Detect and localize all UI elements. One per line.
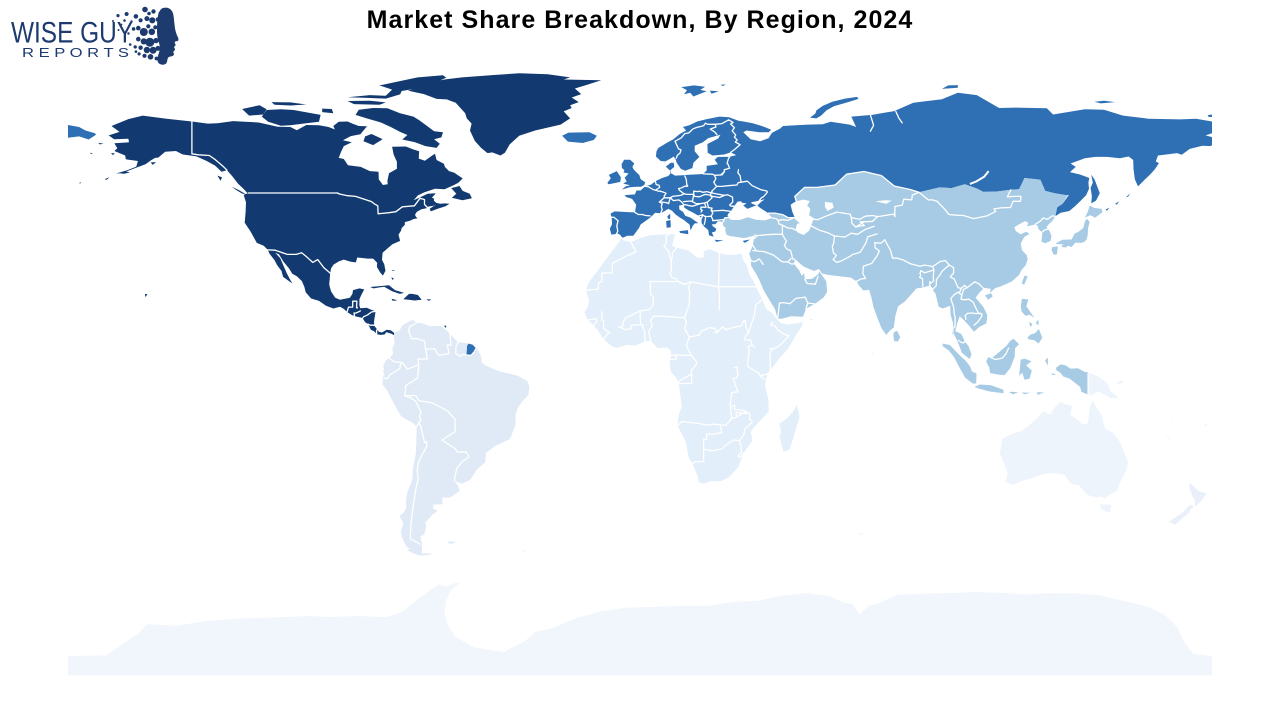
svg-text:WISE GUY: WISE GUY xyxy=(11,17,133,50)
svg-text:R E P O R T S: R E P O R T S xyxy=(22,46,129,60)
